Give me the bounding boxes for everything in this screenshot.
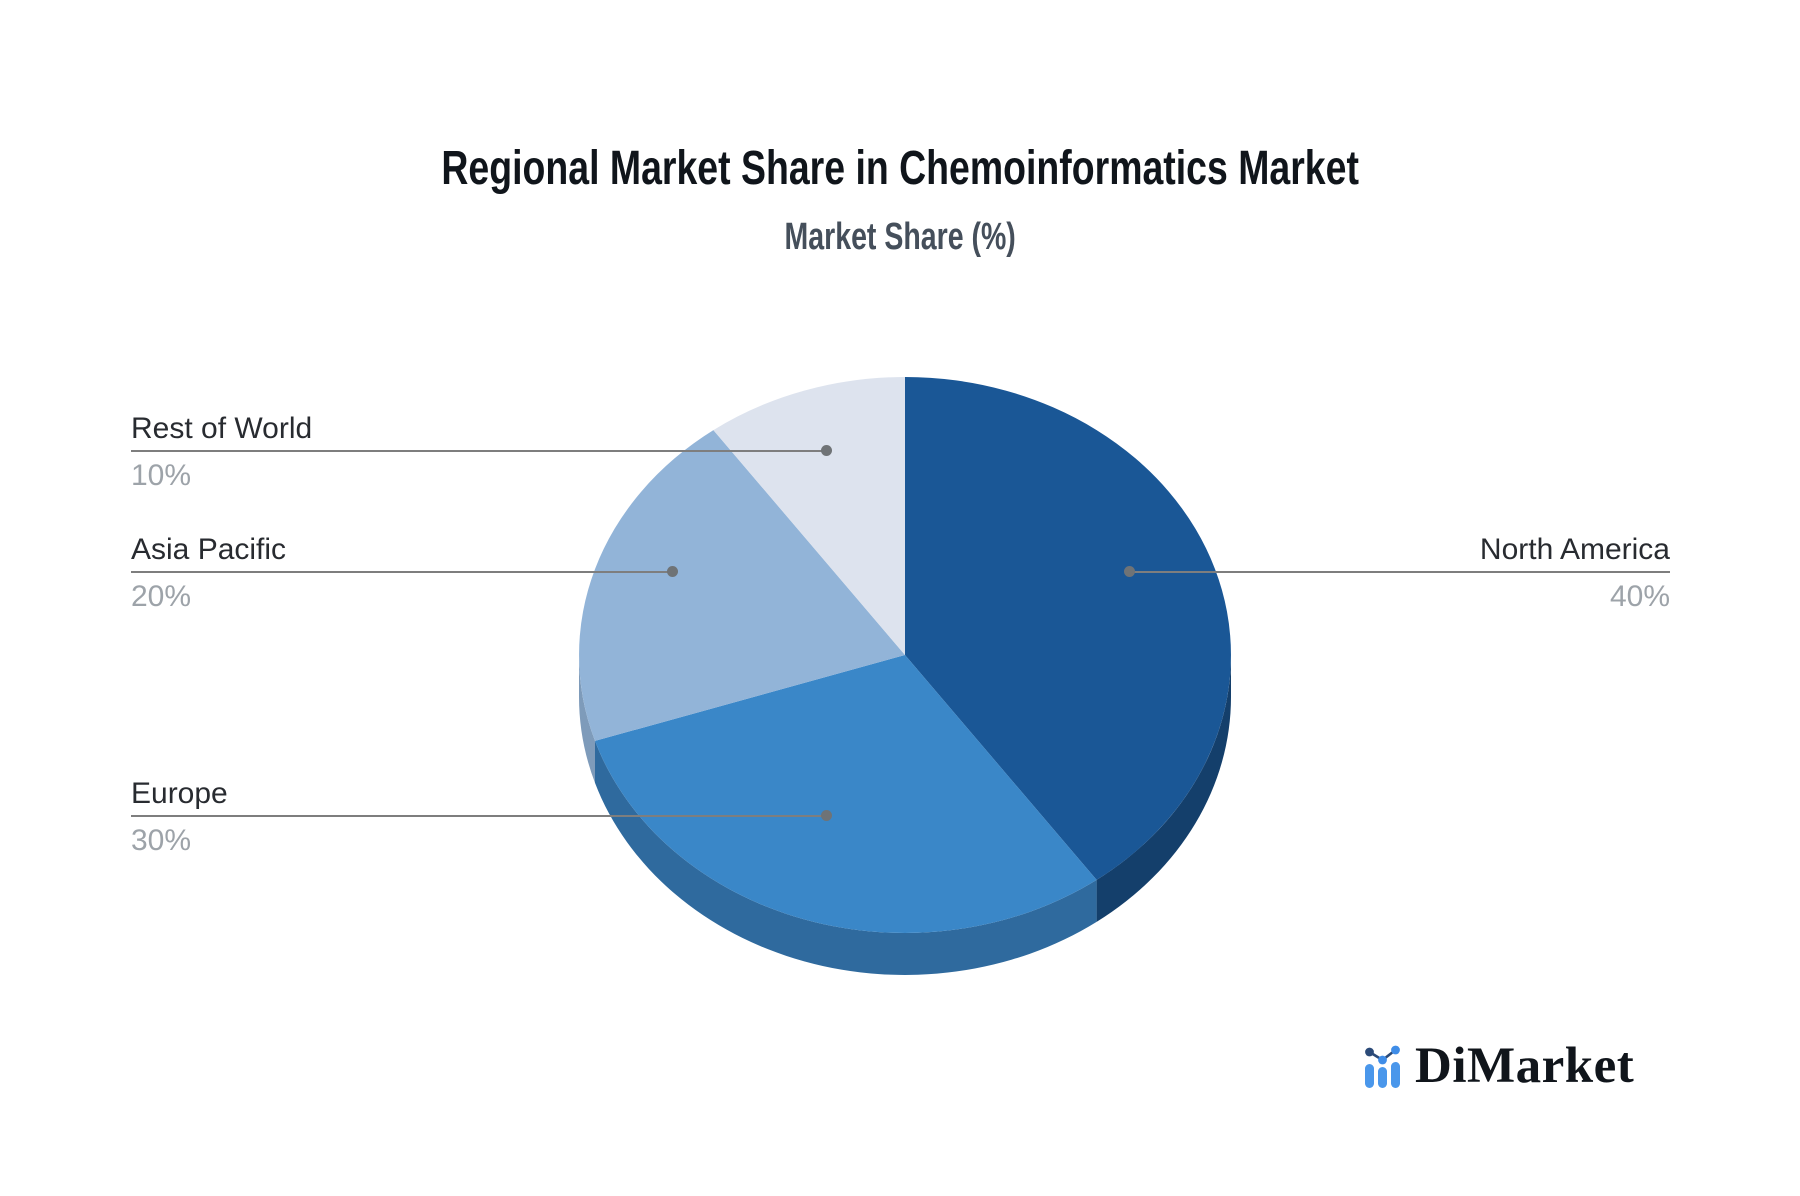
pie-slice-europe[interactable] — [595, 655, 1097, 933]
leader-line — [131, 810, 832, 821]
leader-line — [131, 566, 678, 577]
callout-value: 20% — [131, 580, 192, 613]
callout-asia-pacific: Asia Pacific 20% — [131, 533, 678, 614]
callout-value: 30% — [131, 824, 192, 857]
callout-europe: Europe 30% — [131, 777, 832, 858]
logo-text: DiMarket — [1415, 1038, 1635, 1094]
leader-dot — [1124, 566, 1135, 577]
chart-title: Regional Market Share in Chemoinformatic… — [441, 142, 1359, 195]
callout-value: 10% — [131, 459, 192, 492]
pie-slice-north-america[interactable] — [905, 377, 1231, 880]
leader-line — [1124, 566, 1670, 577]
leader-dot — [667, 566, 678, 577]
callout-label: Rest of World — [131, 412, 313, 445]
logo-bar-line-chart-icon — [1365, 1045, 1400, 1088]
pie-slice-side-north-america — [1096, 655, 1231, 922]
callout-label: Europe — [131, 777, 228, 810]
pie-slice-side-asia-pacific — [579, 655, 595, 783]
pie-slice-asia-pacific[interactable] — [579, 430, 905, 741]
callout-label: North America — [1479, 533, 1670, 566]
callout-rest-of-world: Rest of World 10% — [131, 412, 832, 493]
callout-label: Asia Pacific — [131, 533, 287, 566]
pie-slice-rest-of-world[interactable] — [713, 377, 905, 655]
dimarket-logo: DiMarket — [1364, 1038, 1635, 1094]
pie-slice-side-europe — [595, 740, 1097, 975]
callout-value: 40% — [1609, 580, 1670, 613]
leader-dot — [821, 445, 832, 456]
leader-line — [131, 445, 832, 456]
chart-subtitle: Market Share (%) — [784, 216, 1016, 258]
callout-north-america: North America 40% — [1124, 533, 1670, 614]
leader-dot — [821, 810, 832, 821]
